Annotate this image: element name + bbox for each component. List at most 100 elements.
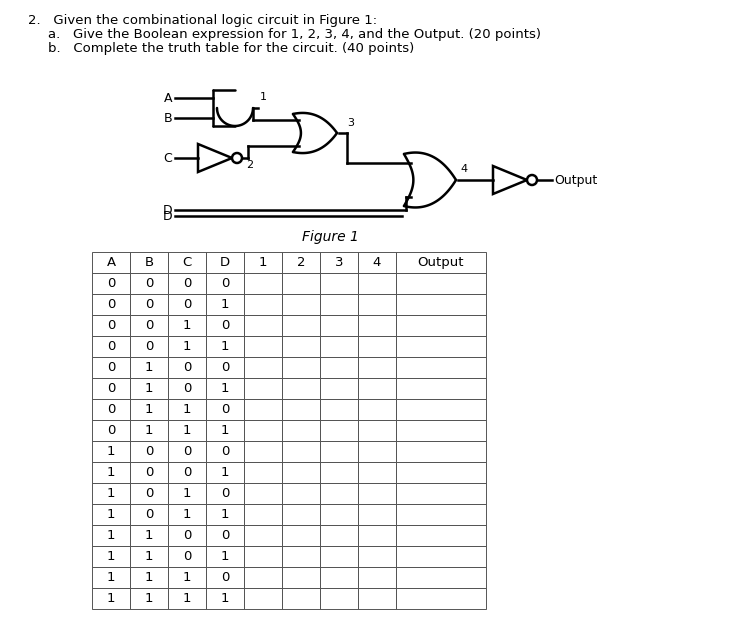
Text: 1: 1 [259,256,267,269]
Bar [130,420,168,441]
Text: 0: 0 [107,319,115,332]
Bar [168,483,206,504]
Text: A: A [106,256,115,269]
Bar [320,357,358,378]
Bar [244,399,282,420]
Text: 1: 1 [145,592,154,605]
Bar [130,357,168,378]
Text: 1: 1 [183,571,191,584]
Bar [244,294,282,315]
Text: 1: 1 [145,529,154,542]
Text: 1: 1 [221,592,229,605]
Text: 0: 0 [145,508,153,521]
Text: 3: 3 [335,256,343,269]
Text: 1: 1 [221,550,229,563]
Bar [92,399,130,420]
Text: 1: 1 [221,382,229,395]
Bar [396,441,486,462]
Text: 0: 0 [221,319,229,332]
Bar [358,378,396,399]
Text: 2: 2 [297,256,305,269]
Bar [320,273,358,294]
Bar [320,294,358,315]
Text: 1: 1 [183,508,191,521]
Text: 0: 0 [221,403,229,416]
Bar [168,420,206,441]
Bar [320,462,358,483]
Bar [244,420,282,441]
Text: B: B [145,256,154,269]
Text: 1: 1 [145,571,154,584]
Bar [358,399,396,420]
Bar [206,252,244,273]
Text: 0: 0 [107,340,115,353]
Bar [168,504,206,525]
Bar [130,504,168,525]
Bar [244,336,282,357]
Bar [130,294,168,315]
Text: a.   Give the Boolean expression for 1, 2, 3, 4, and the Output. (20 points): a. Give the Boolean expression for 1, 2,… [48,28,541,41]
Bar [282,588,320,609]
Bar [320,420,358,441]
Bar [92,546,130,567]
Bar [358,567,396,588]
Text: 1: 1 [221,424,229,437]
Bar [130,273,168,294]
Text: 0: 0 [221,571,229,584]
Text: 1: 1 [145,382,154,395]
Bar [130,378,168,399]
Text: 0: 0 [221,445,229,458]
Bar [206,399,244,420]
Bar [92,441,130,462]
Bar [320,315,358,336]
Text: 0: 0 [145,466,153,479]
Text: 1: 1 [107,529,115,542]
Text: 2: 2 [246,160,253,170]
Bar [206,315,244,336]
Bar [244,315,282,336]
Bar [206,504,244,525]
Bar [130,525,168,546]
Text: 1: 1 [183,403,191,416]
Bar [130,588,168,609]
Bar [168,525,206,546]
Bar [130,441,168,462]
Bar [92,252,130,273]
Bar [168,336,206,357]
Bar [244,378,282,399]
Bar [244,588,282,609]
Bar [358,483,396,504]
Bar [168,357,206,378]
Bar [396,273,486,294]
Bar [282,525,320,546]
Bar [92,504,130,525]
Bar [92,378,130,399]
Text: 0: 0 [107,298,115,311]
Bar [282,462,320,483]
Text: Figure 1: Figure 1 [301,230,358,244]
Bar [168,378,206,399]
Bar [244,462,282,483]
Bar [282,504,320,525]
Bar [130,315,168,336]
Bar [92,588,130,609]
Bar [320,399,358,420]
Text: 0: 0 [183,529,191,542]
Bar [282,357,320,378]
Bar [244,567,282,588]
Bar [282,546,320,567]
Text: 0: 0 [221,277,229,290]
Text: A: A [163,91,172,104]
Bar [168,273,206,294]
Bar [206,336,244,357]
Bar [92,420,130,441]
Bar [396,378,486,399]
Text: 1: 1 [107,571,115,584]
Bar [282,483,320,504]
Text: 0: 0 [221,361,229,374]
Bar [282,294,320,315]
Bar [396,504,486,525]
Bar [358,420,396,441]
Bar [130,462,168,483]
Text: 1: 1 [107,592,115,605]
